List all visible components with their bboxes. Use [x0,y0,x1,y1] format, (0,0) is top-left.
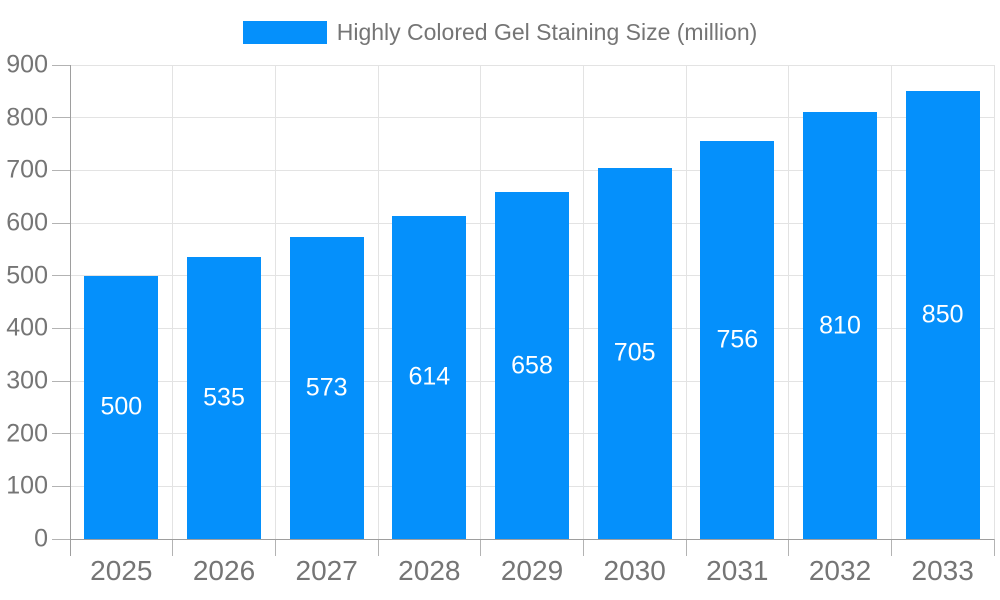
y-axis-tick [52,222,70,224]
v-gridline [582,65,584,539]
legend[interactable]: Highly Colored Gel Staining Size (millio… [0,19,1000,46]
bar-value-label: 573 [305,373,348,402]
bar[interactable] [905,91,980,539]
v-gridline [480,65,482,539]
y-axis-tick-label: 900 [6,50,48,79]
v-gridline [993,65,995,539]
bar[interactable] [187,257,261,539]
y-axis-tick [52,538,70,540]
x-axis-tick [890,539,892,556]
bar[interactable] [597,167,672,539]
x-axis-tick [172,539,174,556]
y-axis-tick [52,64,70,66]
bar[interactable] [495,192,569,539]
x-axis-tick [274,539,276,556]
v-gridline [172,65,174,539]
bar[interactable] [84,275,159,539]
v-gridline [274,65,276,539]
bar-value-label: 705 [613,338,656,367]
v-gridline [685,65,687,539]
x-axis-tick [480,539,482,556]
legend-label: Highly Colored Gel Staining Size (millio… [336,19,758,45]
x-axis-tick [993,539,995,556]
bar[interactable] [289,237,364,539]
x-axis-tick-label: 2026 [192,555,256,586]
y-axis-tick [52,485,70,487]
y-axis-tick [52,117,70,119]
v-gridline [890,65,892,539]
h-gridline [70,64,994,66]
x-axis-tick-label: 2032 [808,555,872,586]
y-axis-tick-label: 100 [6,471,48,500]
y-axis-tick [52,433,70,435]
y-axis-tick [52,380,70,382]
y-axis-line [69,65,71,556]
x-axis-tick [582,539,584,556]
bar-value-label: 810 [819,311,861,340]
y-axis-tick [52,275,70,277]
bar[interactable] [700,140,775,539]
bar-value-label: 500 [100,392,143,421]
x-axis-tick-label: 2033 [911,555,974,586]
x-axis-tick-label: 2027 [295,555,358,586]
y-axis-tick-label: 0 [34,524,48,553]
x-axis-tick-label: 2025 [90,555,153,586]
legend-swatch [242,21,327,44]
x-axis-tick [788,539,790,556]
y-axis-tick-label: 600 [6,208,48,237]
x-axis-line [70,538,994,540]
x-axis-tick [377,539,379,556]
x-axis-tick-label: 2031 [706,555,769,586]
bar-value-label: 658 [511,351,553,380]
x-axis-tick [685,539,687,556]
y-axis-tick-label: 400 [6,313,48,342]
y-axis-tick [52,327,70,329]
bar-value-label: 614 [408,362,451,391]
h-gridline [70,117,994,119]
x-axis-tick-label: 2029 [500,555,564,586]
bar-value-label: 850 [921,300,964,329]
y-axis-tick [52,169,70,171]
x-axis-tick-label: 2028 [398,555,461,586]
h-gridline [70,169,994,171]
bar-value-label: 535 [203,383,245,412]
y-axis-tick-label: 200 [6,419,48,448]
v-gridline [377,65,379,539]
bar[interactable] [803,112,877,539]
y-axis-tick-label: 800 [6,103,48,132]
y-axis-tick-label: 300 [6,366,48,395]
bar[interactable] [392,215,467,539]
x-axis-tick-label: 2030 [603,555,666,586]
y-axis-tick-label: 700 [6,155,48,184]
y-axis-tick-label: 500 [6,261,48,290]
bar-value-label: 756 [716,325,759,354]
v-gridline [788,65,790,539]
